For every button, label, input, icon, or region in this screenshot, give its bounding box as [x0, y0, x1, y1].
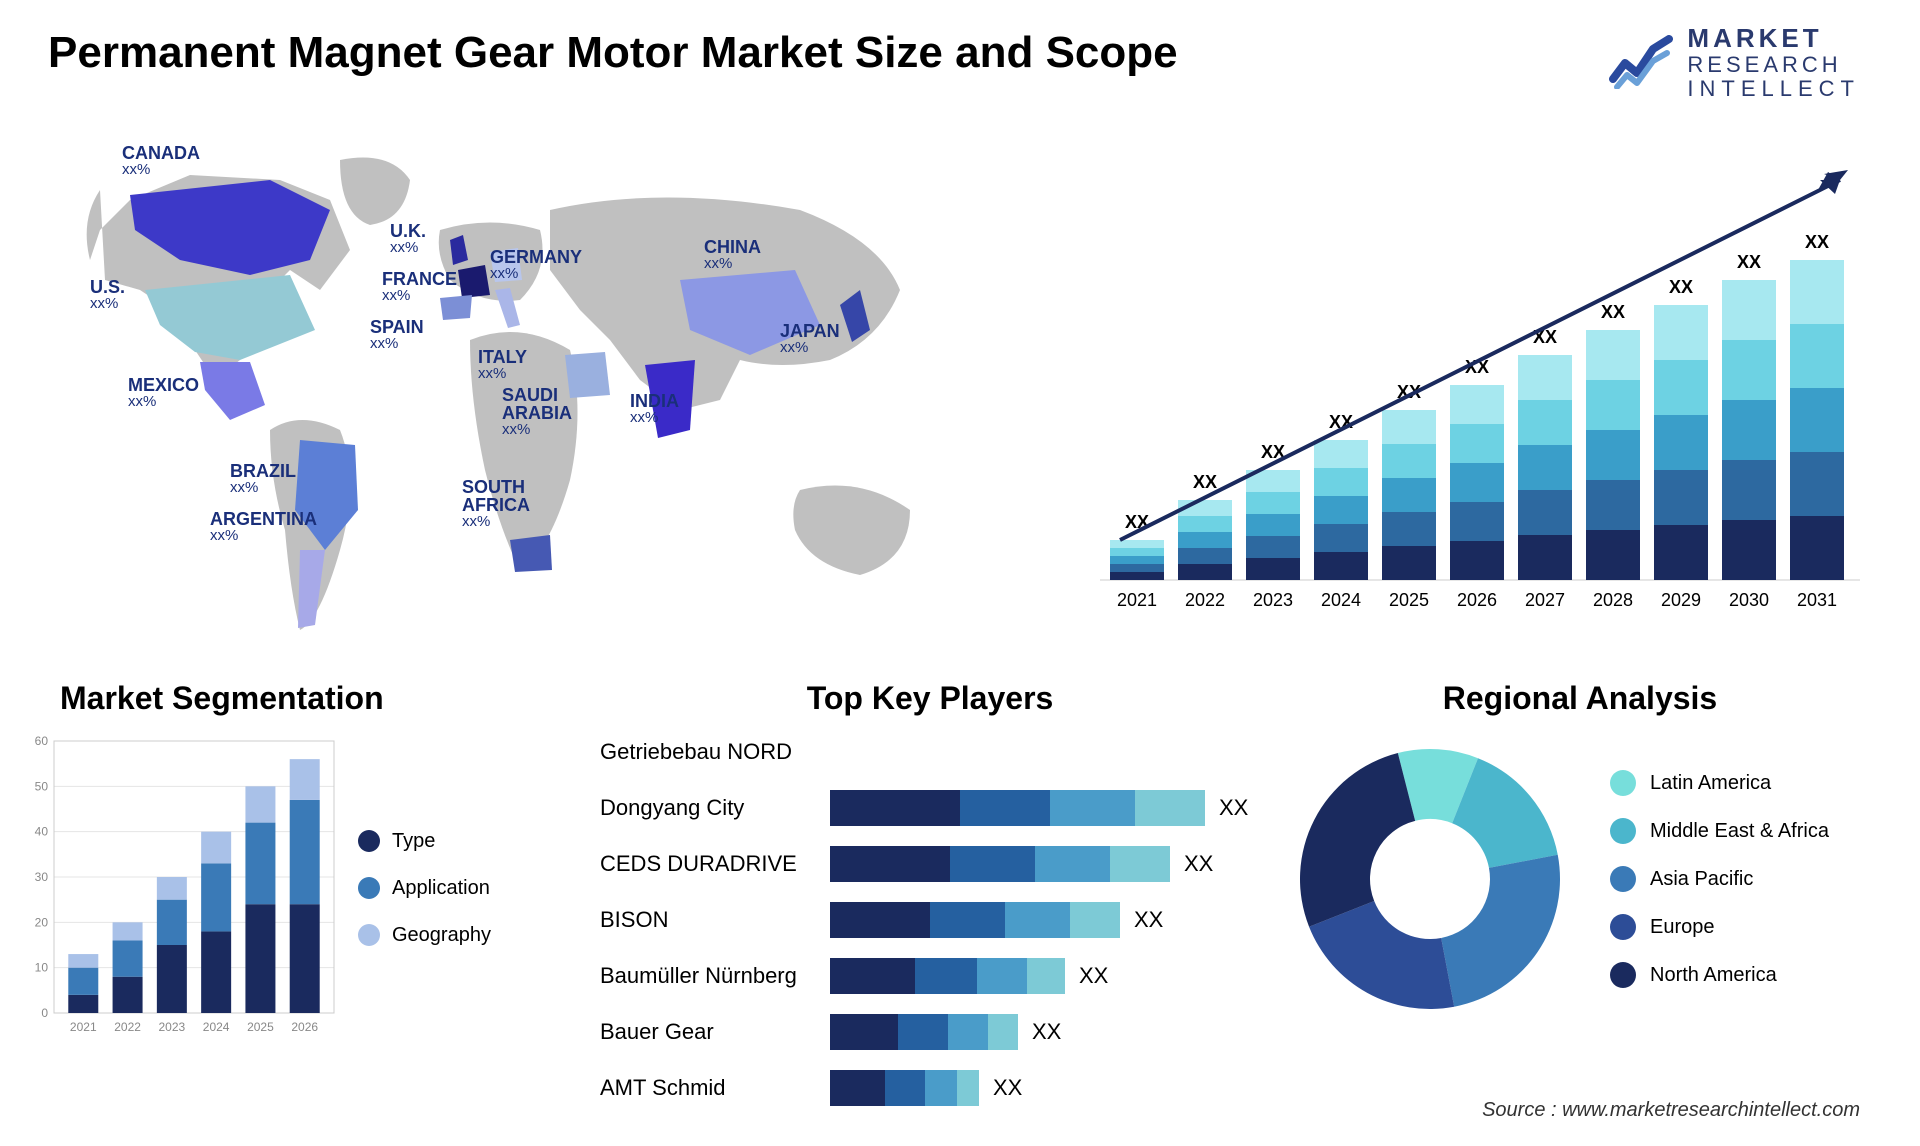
key-player-row: BISON XX	[600, 895, 1260, 945]
svg-text:50: 50	[35, 779, 49, 793]
svg-text:2023: 2023	[1253, 590, 1293, 610]
regional-panel: Regional Analysis Latin America Middle Ea…	[1280, 680, 1880, 1029]
key-player-row: Bauer Gear XX	[600, 1007, 1260, 1057]
svg-text:2024: 2024	[1321, 590, 1361, 610]
key-player-bar	[830, 846, 1170, 882]
key-player-bar	[830, 902, 1120, 938]
key-player-value: XX	[1184, 851, 1213, 877]
segmentation-title: Market Segmentation	[60, 680, 580, 717]
svg-text:2025: 2025	[1389, 590, 1429, 610]
svg-text:XX: XX	[1193, 472, 1217, 492]
svg-text:20: 20	[35, 915, 49, 929]
map-label: FRANCExx%	[382, 270, 457, 303]
svg-text:2021: 2021	[1117, 590, 1157, 610]
source-text: Source : www.marketresearchintellect.com	[1482, 1099, 1860, 1122]
map-label: U.S.xx%	[90, 278, 125, 311]
svg-text:2027: 2027	[1525, 590, 1565, 610]
map-label: SOUTHAFRICAxx%	[462, 478, 530, 529]
key-player-label: AMT Schmid	[600, 1075, 830, 1101]
svg-text:2023: 2023	[159, 1020, 186, 1034]
key-player-value: XX	[993, 1075, 1022, 1101]
world-map-panel: CANADAxx% U.S.xx% MEXICOxx% BRAZILxx% ARGENT…	[40, 130, 960, 650]
page-title: Permanent Magnet Gear Motor Market Size …	[48, 28, 1178, 78]
key-player-bar	[830, 958, 1065, 994]
key-player-bar	[830, 1014, 1018, 1050]
key-player-label: Getriebebau NORD	[600, 739, 830, 765]
logo-line3: INTELLECT	[1687, 77, 1860, 101]
svg-text:XX: XX	[1669, 277, 1693, 297]
map-label: CHINAxx%	[704, 238, 761, 271]
svg-text:XX: XX	[1601, 302, 1625, 322]
svg-text:2031: 2031	[1797, 590, 1837, 610]
svg-text:2025: 2025	[247, 1020, 274, 1034]
svg-text:2022: 2022	[1185, 590, 1225, 610]
key-player-label: Dongyang City	[600, 795, 830, 821]
key-player-label: CEDS DURADRIVE	[600, 851, 830, 877]
logo-line2: RESEARCH	[1687, 53, 1860, 77]
regional-legend-item: North America	[1610, 962, 1829, 988]
key-player-value: XX	[1079, 963, 1108, 989]
svg-text:10: 10	[35, 961, 49, 975]
map-label: INDIAxx%	[630, 392, 679, 425]
map-label: BRAZILxx%	[230, 462, 296, 495]
key-players-panel: Top Key Players Getriebebau NORD Dongyang…	[600, 680, 1260, 1119]
svg-text:XX: XX	[1737, 252, 1761, 272]
key-player-bar	[830, 1070, 979, 1106]
segmentation-chart: 0 10 20 30 40 50 60 2021 2022 2023 2024 2025 2026	[20, 733, 340, 1043]
segmentation-legend: Type Application Geography	[358, 733, 491, 1043]
logo-line1: MARKET	[1687, 24, 1860, 53]
key-player-label: Baumüller Nürnberg	[600, 963, 830, 989]
logo: MARKET RESEARCH INTELLECT	[1609, 24, 1860, 101]
key-player-value: XX	[1219, 795, 1248, 821]
svg-text:2030: 2030	[1729, 590, 1769, 610]
svg-text:2022: 2022	[114, 1020, 141, 1034]
svg-text:30: 30	[35, 870, 49, 884]
key-player-label: Bauer Gear	[600, 1019, 830, 1045]
svg-text:XX: XX	[1805, 232, 1829, 252]
seg-legend-item: Type	[358, 830, 491, 853]
svg-text:40: 40	[35, 825, 49, 839]
regional-legend-item: Latin America	[1610, 770, 1829, 796]
regional-legend-item: Asia Pacific	[1610, 866, 1829, 892]
regional-legend-item: Middle East & Africa	[1610, 818, 1829, 844]
svg-text:60: 60	[35, 734, 49, 748]
key-player-bar	[830, 790, 1205, 826]
map-label: MEXICOxx%	[128, 376, 199, 409]
svg-text:2021: 2021	[70, 1020, 97, 1034]
key-player-value: XX	[1032, 1019, 1061, 1045]
svg-text:2028: 2028	[1593, 590, 1633, 610]
logo-icon	[1609, 35, 1673, 89]
map-label: JAPANxx%	[780, 322, 840, 355]
regional-donut	[1280, 729, 1580, 1029]
growth-chart: XX2021XX2022XX2023XX2024XX2025XX2026XX20…	[1100, 150, 1860, 630]
map-label: ITALYxx%	[478, 348, 527, 381]
map-label: ARGENTINAxx%	[210, 510, 317, 543]
key-player-row: CEDS DURADRIVE XX	[600, 839, 1260, 889]
segmentation-panel: Market Segmentation 0 10 20 30 40 50 60 2021 202…	[20, 680, 580, 1043]
map-label: SAUDIARABIAxx%	[502, 386, 572, 437]
key-players-title: Top Key Players	[600, 680, 1260, 717]
svg-text:0: 0	[41, 1006, 48, 1020]
key-player-row: AMT Schmid XX	[600, 1063, 1260, 1113]
map-label: U.K.xx%	[390, 222, 426, 255]
key-player-row: Dongyang City XX	[600, 783, 1260, 833]
svg-text:2026: 2026	[291, 1020, 318, 1034]
key-player-row: Baumüller Nürnberg XX	[600, 951, 1260, 1001]
seg-legend-item: Application	[358, 877, 491, 900]
map-label: CANADAxx%	[122, 144, 200, 177]
svg-text:2029: 2029	[1661, 590, 1701, 610]
regional-title: Regional Analysis	[1280, 680, 1880, 717]
key-player-value: XX	[1134, 907, 1163, 933]
svg-text:2026: 2026	[1457, 590, 1497, 610]
svg-text:2024: 2024	[203, 1020, 230, 1034]
regional-legend-item: Europe	[1610, 914, 1829, 940]
regional-legend: Latin America Middle East & Africa Asia Pa…	[1610, 770, 1829, 988]
map-label: GERMANYxx%	[490, 248, 582, 281]
key-player-row: Getriebebau NORD	[600, 727, 1260, 777]
seg-legend-item: Geography	[358, 924, 491, 947]
map-label: SPAINxx%	[370, 318, 424, 351]
key-player-label: BISON	[600, 907, 830, 933]
